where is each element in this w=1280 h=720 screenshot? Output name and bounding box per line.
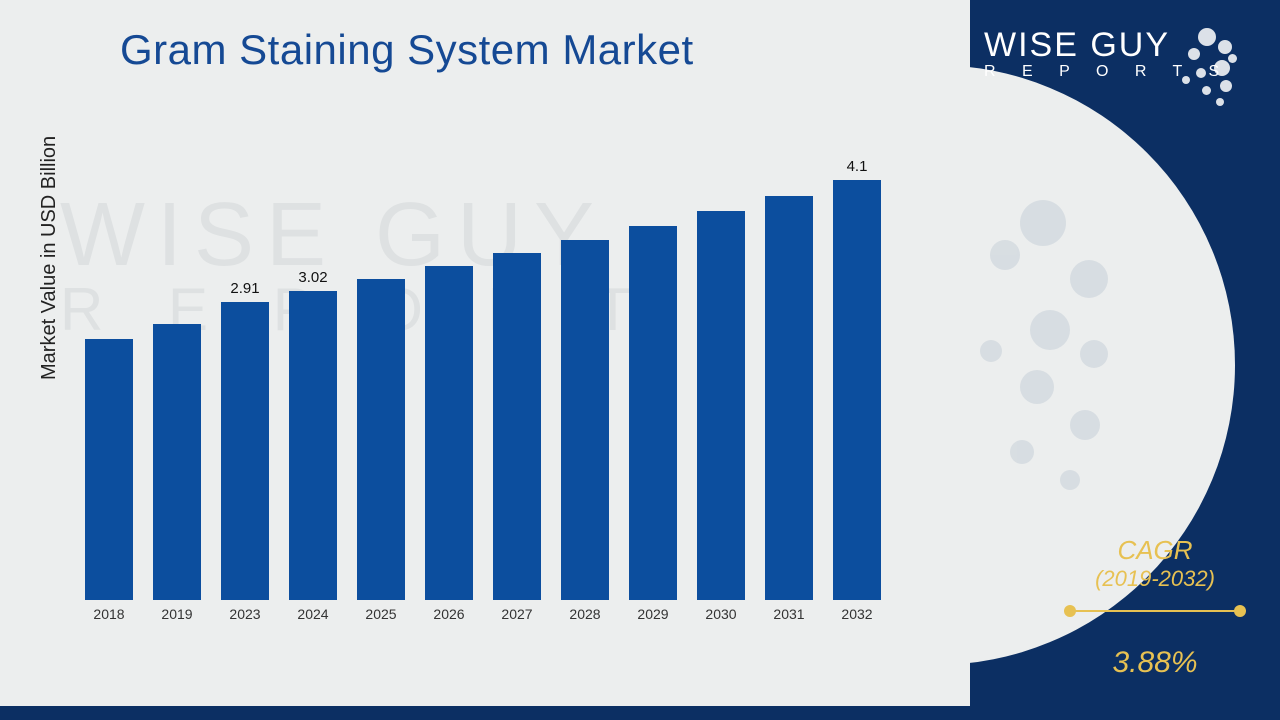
bar-wrap: 2027 — [493, 253, 541, 600]
bar — [561, 240, 609, 600]
bar-wrap: 4.12032 — [833, 180, 881, 600]
brand-logo: WISE GUY R E P O R T S — [984, 26, 1244, 81]
bar — [153, 324, 201, 600]
x-tick-label: 2030 — [691, 606, 751, 622]
x-tick-label: 2025 — [351, 606, 411, 622]
chart-canvas: WISE GUY R E P O R T S Gram Staining Sys… — [0, 0, 1280, 720]
bottom-accent-bar — [0, 706, 970, 720]
bar — [221, 302, 269, 600]
logo-head-icon — [1168, 28, 1248, 118]
bar-wrap: 2019 — [153, 324, 201, 600]
x-tick-label: 2018 — [79, 606, 139, 622]
x-tick-label: 2023 — [215, 606, 275, 622]
bar — [425, 266, 473, 600]
bar-wrap: 2018 — [85, 339, 133, 600]
x-tick-label: 2024 — [283, 606, 343, 622]
bar — [833, 180, 881, 600]
bar-value-label: 4.1 — [833, 158, 881, 175]
bar-wrap: 2029 — [629, 226, 677, 601]
cagr-divider — [1070, 610, 1240, 612]
bar — [357, 279, 405, 600]
cagr-label: CAGR — [1030, 535, 1280, 566]
bar-wrap: 2025 — [357, 279, 405, 600]
x-tick-label: 2029 — [623, 606, 683, 622]
bar — [697, 211, 745, 600]
x-tick-label: 2028 — [555, 606, 615, 622]
bar — [765, 196, 813, 600]
bar-wrap: 2028 — [561, 240, 609, 600]
y-axis-label: Market Value in USD Billion — [38, 136, 61, 380]
bar-wrap: 2.912023 — [221, 302, 269, 600]
bar-wrap: 2026 — [425, 266, 473, 600]
bar-wrap: 2030 — [697, 211, 745, 600]
bar-value-label: 2.91 — [221, 280, 269, 297]
bar-value-label: 3.02 — [289, 269, 337, 286]
cagr-range: (2019-2032) — [1030, 566, 1280, 592]
cagr-block: CAGR (2019-2032) 3.88% — [1030, 535, 1280, 680]
bar — [493, 253, 541, 600]
bars-container: 2018 2019 2.912023 3.022024 2025 2026 2027 2028… — [85, 160, 905, 600]
plot-area: 2018 2019 2.912023 3.022024 2025 2026 2027 2028… — [85, 160, 905, 600]
cagr-value: 3.88% — [1030, 646, 1280, 680]
bar — [85, 339, 133, 600]
bar — [289, 291, 337, 600]
bar — [629, 226, 677, 601]
bar-wrap: 2031 — [765, 196, 813, 600]
chart-title: Gram Staining System Market — [120, 26, 694, 74]
bar-wrap: 3.022024 — [289, 291, 337, 600]
x-tick-label: 2019 — [147, 606, 207, 622]
x-tick-label: 2026 — [419, 606, 479, 622]
x-tick-label: 2031 — [759, 606, 819, 622]
x-tick-label: 2027 — [487, 606, 547, 622]
x-tick-label: 2032 — [827, 606, 887, 622]
